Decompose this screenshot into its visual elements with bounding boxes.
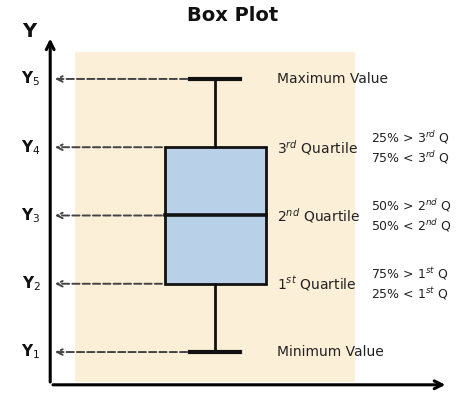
Text: 50% < 2$^{nd}$ Q: 50% < 2$^{nd}$ Q — [371, 217, 451, 234]
Text: 75% > 1$^{st}$ Q: 75% > 1$^{st}$ Q — [371, 266, 448, 282]
Text: 1$^{st}$ Quartile: 1$^{st}$ Quartile — [277, 275, 357, 293]
Text: Minimum Value: Minimum Value — [277, 345, 384, 359]
Text: 25% > 3$^{rd}$ Q: 25% > 3$^{rd}$ Q — [371, 129, 449, 146]
Text: 2$^{nd}$ Quartile: 2$^{nd}$ Quartile — [277, 206, 360, 225]
Text: Y$_2$: Y$_2$ — [21, 274, 40, 293]
Text: Y$_1$: Y$_1$ — [21, 343, 40, 361]
Bar — [75, 52, 355, 382]
Text: Y$_5$: Y$_5$ — [21, 70, 40, 88]
Text: 3$^{rd}$ Quartile: 3$^{rd}$ Quartile — [277, 138, 358, 157]
Text: 50% > 2$^{nd}$ Q: 50% > 2$^{nd}$ Q — [371, 197, 451, 214]
Title: Box Plot: Box Plot — [187, 6, 278, 24]
Text: Y: Y — [22, 22, 36, 41]
Text: 75% < 3$^{rd}$ Q: 75% < 3$^{rd}$ Q — [371, 149, 449, 166]
Text: Y$_4$: Y$_4$ — [21, 138, 40, 156]
Text: Y$_3$: Y$_3$ — [21, 206, 40, 225]
Text: Maximum Value: Maximum Value — [277, 72, 388, 86]
Bar — [165, 147, 266, 284]
Text: 25% < 1$^{st}$ Q: 25% < 1$^{st}$ Q — [371, 286, 448, 302]
